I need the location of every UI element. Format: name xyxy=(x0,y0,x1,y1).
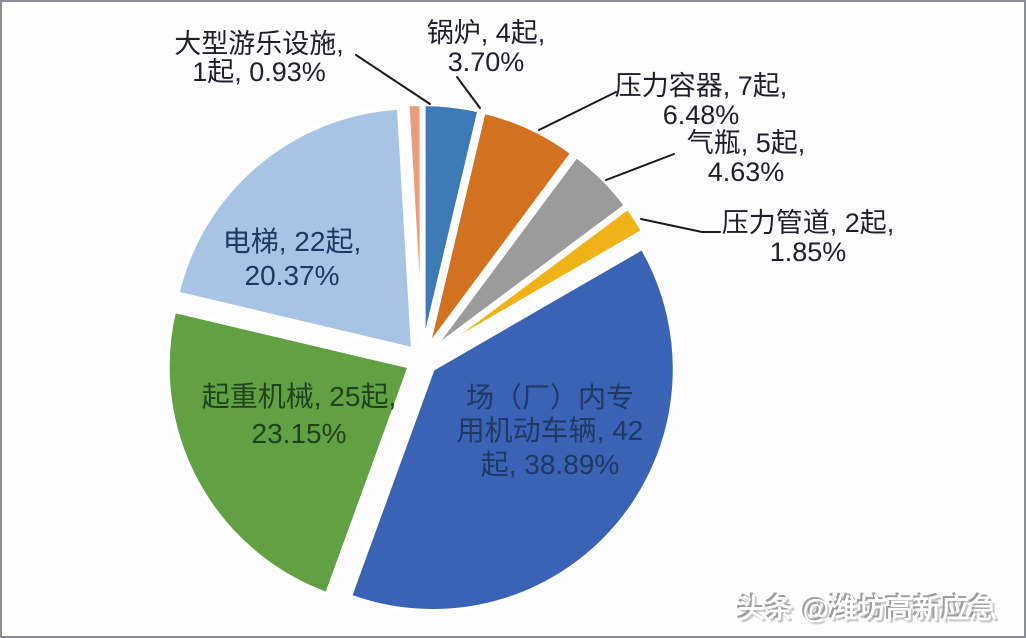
label-slice-7-line-1: 电梯, 22起, xyxy=(223,226,361,257)
label-slice-8-line-2: 1起, 0.93% xyxy=(192,57,326,87)
label-slice-8-line-1: 大型游乐设施, xyxy=(174,29,344,59)
label-slice-4-line-2: 1.85% xyxy=(770,237,847,267)
pie-slice-7 xyxy=(175,105,415,352)
label-slice-4-line-1: 压力管道, 2起, xyxy=(722,208,895,238)
leader-line-slice-1 xyxy=(456,76,481,109)
label-slice-6-line-2: 23.15% xyxy=(252,418,347,449)
leader-line-slice-8 xyxy=(355,54,431,105)
label-slice-5-line-1: 场（厂）内专 xyxy=(466,382,634,413)
leader-line-slice-2 xyxy=(538,91,617,131)
label-slice-1-line-1: 锅炉, 4起, xyxy=(427,18,546,48)
label-slice-2-line-2: 6.48% xyxy=(663,100,740,130)
pie-slice-1 xyxy=(421,102,482,349)
pie-slice-6 xyxy=(165,308,412,597)
label-slice-5-line-3: 起, 38.89% xyxy=(481,449,620,480)
pie-slice-5 xyxy=(348,245,677,613)
pie-slice-2 xyxy=(425,109,575,350)
pie-slice-8 xyxy=(405,101,424,348)
label-slice-6-line-1: 起重机械, 25起, xyxy=(202,381,396,412)
pie-slice-4 xyxy=(431,205,646,355)
leader-line-slice-4 xyxy=(640,218,721,233)
label-slice-2-line-1: 压力容器, 7起, xyxy=(615,71,788,101)
label-slice-3-line-1: 气瓶, 5起, xyxy=(687,128,806,158)
label-slice-1-line-2: 3.70% xyxy=(448,47,525,77)
leader-line-slice-3 xyxy=(605,153,675,181)
pie-slice-3 xyxy=(429,153,628,353)
label-slice-5-line-2: 用机动车辆, 42 xyxy=(457,415,644,446)
label-slice-3-line-2: 4.63% xyxy=(708,157,785,187)
watermark: 头条 @潍坊高新应急 xyxy=(738,594,998,624)
label-slice-7-line-2: 20.37% xyxy=(245,260,340,291)
